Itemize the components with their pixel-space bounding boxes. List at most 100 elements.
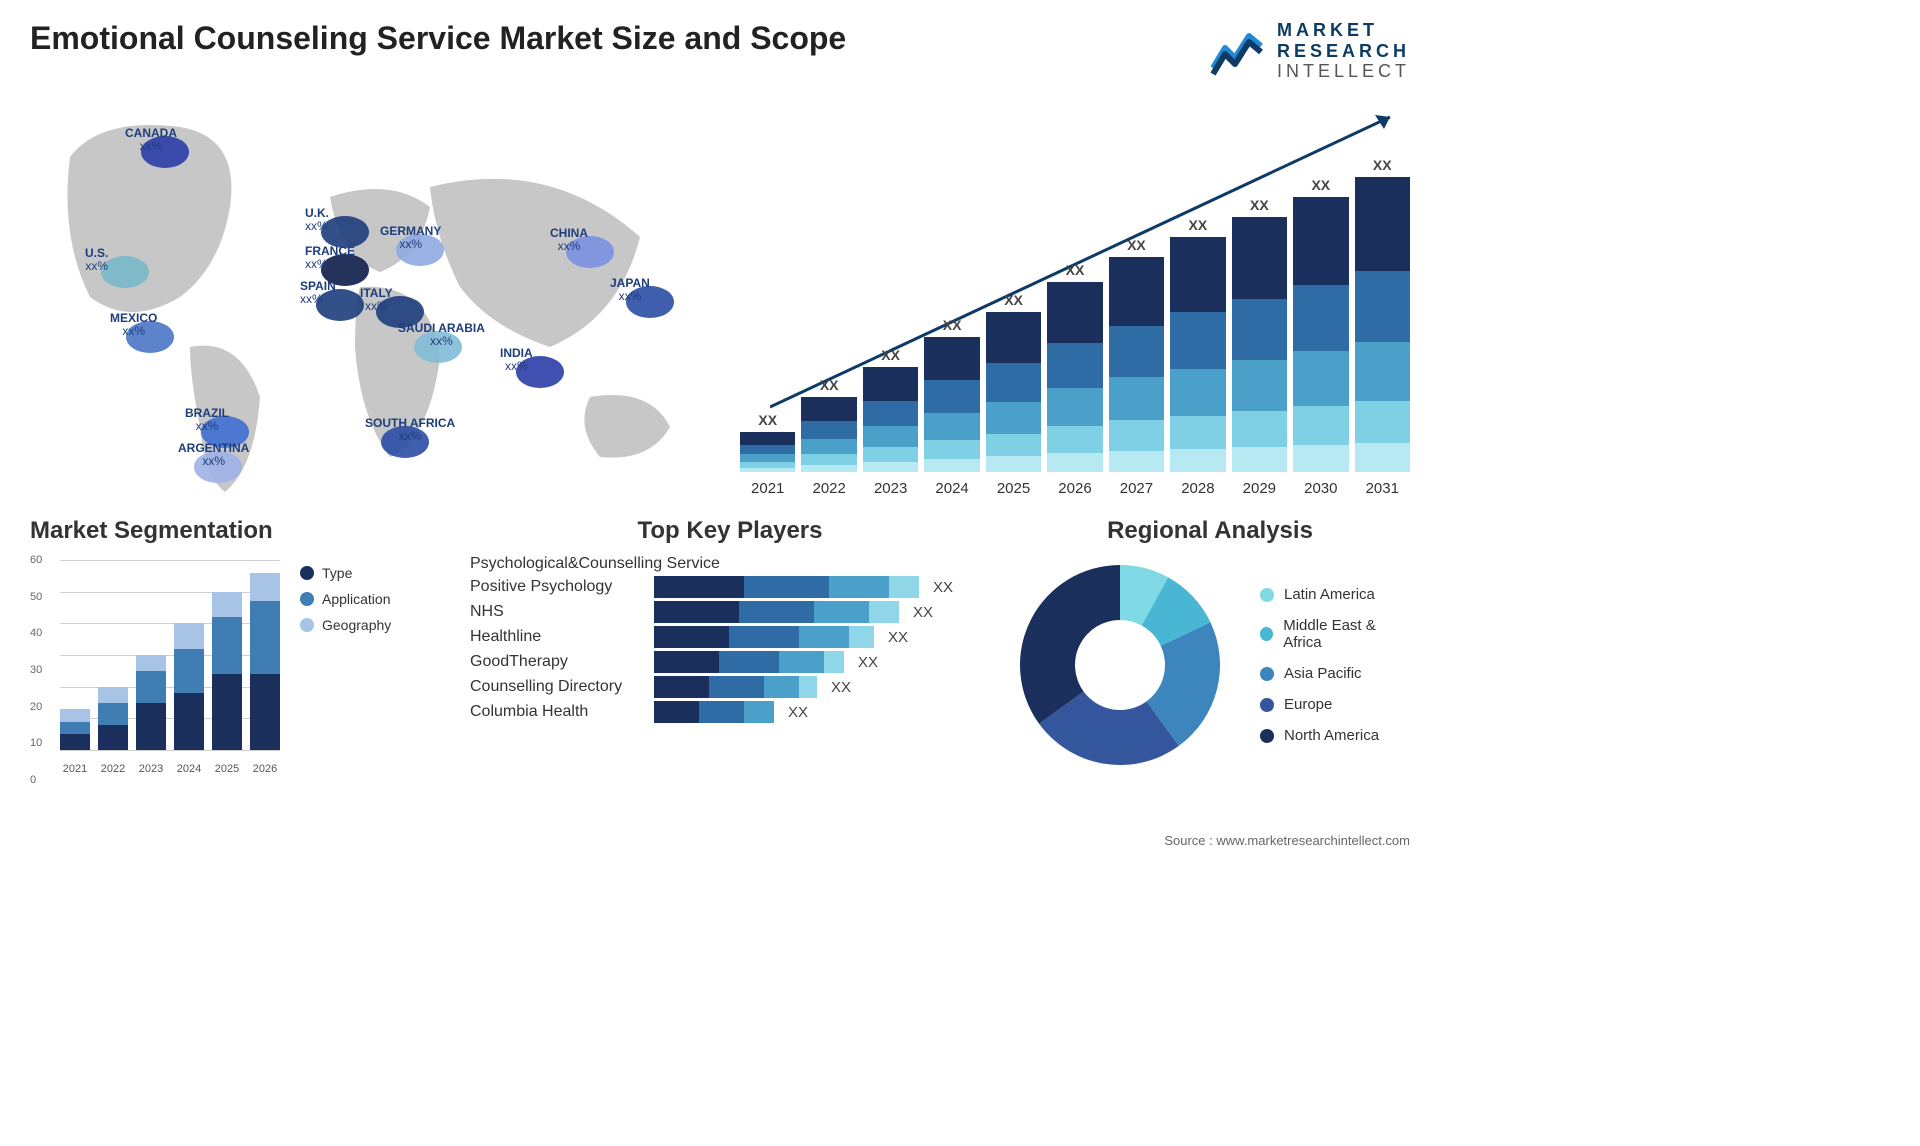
player-bar-segment: [799, 676, 817, 698]
growth-bar-segment: [1109, 377, 1164, 420]
growth-year-label: 2024: [924, 480, 979, 497]
growth-bar-segment: [924, 413, 979, 440]
growth-bar-label: XX: [881, 347, 900, 363]
seg-legend-item: Geography: [300, 617, 391, 633]
growth-bar-segment: [740, 445, 795, 455]
seg-year-label: 2021: [60, 763, 90, 775]
player-bar-segment: [889, 576, 919, 598]
seg-bar-2022: [98, 687, 128, 750]
country-label-u-k-: U.K.xx%: [305, 207, 329, 233]
growth-bar-segment: [1232, 447, 1287, 473]
growth-year-label: 2025: [986, 480, 1041, 497]
seg-bar-2023: [136, 655, 166, 750]
player-name: Counselling Directory: [470, 678, 650, 696]
growth-bar-segment: [924, 337, 979, 380]
growth-bar-segment: [1170, 416, 1225, 449]
donut-slice: [1020, 565, 1120, 724]
player-bar-segment: [699, 701, 744, 723]
country-label-mexico: MEXICOxx%: [110, 312, 157, 338]
swatch: [1260, 667, 1274, 681]
seg-ylabel: 30: [30, 664, 42, 676]
growth-year-label: 2022: [801, 480, 856, 497]
country-label-india: INDIAxx%: [500, 347, 533, 373]
player-bar-segment: [654, 626, 729, 648]
growth-bar-segment: [801, 454, 856, 465]
growth-bar-segment: [1232, 360, 1287, 411]
seg-legend-label: Type: [322, 565, 352, 581]
growth-bar-segment: [740, 468, 795, 472]
growth-bar-segment: [986, 402, 1041, 434]
region-legend-label: Asia Pacific: [1284, 665, 1362, 682]
player-bar-segment: [654, 676, 709, 698]
seg-ylabel: 50: [30, 591, 42, 603]
region-legend-item: Asia Pacific: [1260, 665, 1410, 682]
growth-bar-segment: [1170, 312, 1225, 368]
growth-bar-segment: [1232, 217, 1287, 299]
player-row: HealthlineXX: [470, 626, 990, 648]
region-legend-label: Europe: [1284, 696, 1332, 713]
growth-bar-segment: [1047, 282, 1102, 343]
seg-ylabel: 60: [30, 554, 42, 566]
region-legend-label: North America: [1284, 727, 1379, 744]
growth-bar-segment: [863, 462, 918, 473]
player-bar-segment: [654, 601, 739, 623]
brand-logo: MARKET RESEARCH INTELLECT: [1209, 20, 1410, 82]
seg-gridline: [60, 750, 280, 751]
swatch: [300, 566, 314, 580]
player-bar-segment: [799, 626, 849, 648]
region-legend-item: Middle East & Africa: [1260, 617, 1410, 651]
player-bar-segment: [719, 651, 779, 673]
growth-year-label: 2021: [740, 480, 795, 497]
swatch: [300, 592, 314, 606]
player-bar-segment: [744, 701, 774, 723]
player-bar-segment: [709, 676, 764, 698]
growth-bar-2021: XX: [740, 412, 795, 472]
seg-bar-segment: [60, 709, 90, 722]
seg-legend-label: Application: [322, 591, 391, 607]
growth-bar-segment: [924, 380, 979, 412]
growth-bar-segment: [1047, 426, 1102, 453]
growth-bar-label: XX: [1373, 157, 1392, 173]
growth-bar-segment: [1109, 451, 1164, 473]
seg-bar-2021: [60, 709, 90, 750]
growth-bar-label: XX: [1250, 197, 1269, 213]
growth-bar-segment: [1355, 271, 1410, 342]
regional-title: Regional Analysis: [1010, 517, 1410, 545]
country-label-u-s-: U.S.xx%: [85, 247, 108, 273]
growth-bar-segment: [1293, 351, 1348, 406]
page-title: Emotional Counseling Service Market Size…: [30, 20, 846, 57]
growth-bar-segment: [863, 367, 918, 401]
swatch: [1260, 698, 1274, 712]
growth-year-label: 2026: [1047, 480, 1102, 497]
growth-bar-2027: XX: [1109, 237, 1164, 472]
seg-bar-segment: [60, 734, 90, 750]
player-row: Positive PsychologyXX: [470, 576, 990, 598]
growth-bar-2026: XX: [1047, 262, 1102, 472]
growth-bar-2024: XX: [924, 317, 979, 472]
players-title: Top Key Players: [470, 517, 990, 545]
seg-ylabel: 10: [30, 737, 42, 749]
growth-year-label: 2030: [1293, 480, 1348, 497]
growth-year-label: 2023: [863, 480, 918, 497]
player-row: NHSXX: [470, 601, 990, 623]
world-map-panel: CANADAxx%U.S.xx%MEXICOxx%BRAZILxx%ARGENT…: [30, 97, 710, 497]
seg-ylabel: 20: [30, 701, 42, 713]
growth-bar-segment: [1047, 388, 1102, 426]
growth-year-label: 2028: [1170, 480, 1225, 497]
player-bar-segment: [654, 701, 699, 723]
country-label-italy: ITALYxx%: [360, 287, 393, 313]
growth-year-label: 2029: [1232, 480, 1287, 497]
country-label-south-africa: SOUTH AFRICAxx%: [365, 417, 455, 443]
growth-bar-segment: [1109, 326, 1164, 378]
growth-bar-segment: [1170, 369, 1225, 416]
growth-bar-segment: [863, 401, 918, 426]
country-label-spain: SPAINxx%: [300, 280, 336, 306]
growth-bar-segment: [1232, 411, 1287, 447]
country-label-germany: GERMANYxx%: [380, 225, 441, 251]
player-bar: [654, 576, 919, 598]
player-name: Healthline: [470, 628, 650, 646]
country-label-canada: CANADAxx%: [125, 127, 177, 153]
growth-chart-panel: XXXXXXXXXXXXXXXXXXXXXX 20212022202320242…: [740, 97, 1410, 497]
player-bar-segment: [654, 651, 719, 673]
growth-bar-segment: [986, 456, 1041, 472]
